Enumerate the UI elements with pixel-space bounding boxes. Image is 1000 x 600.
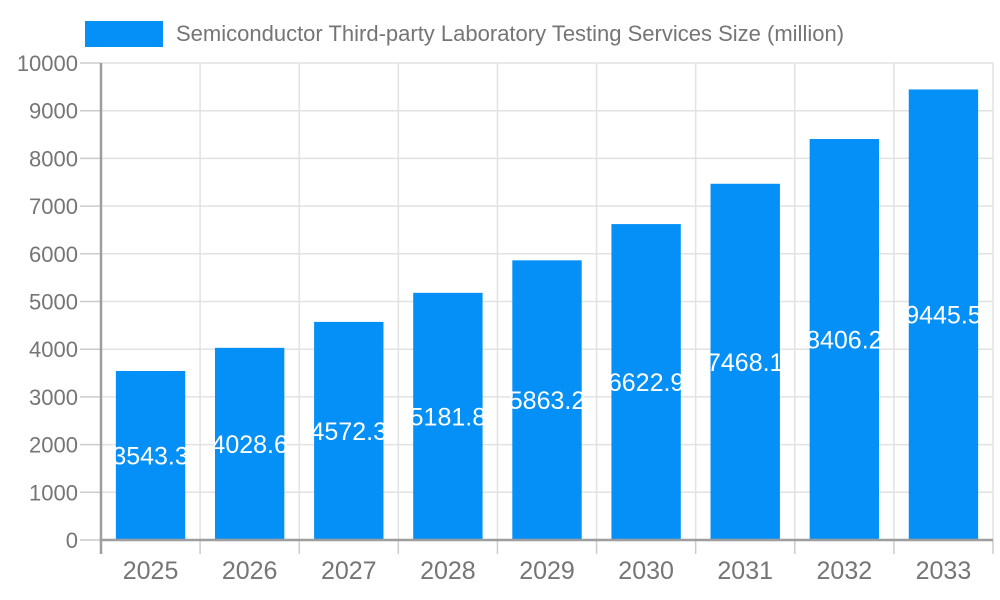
bar-2030[interactable] [611,224,681,540]
x-axis-tick-label: 2026 [222,557,278,585]
y-axis-tick-label: 1000 [29,480,78,505]
bar-2031[interactable] [710,183,780,540]
x-axis-tick-label: 2028 [420,557,476,585]
bar-2025[interactable] [115,370,186,540]
x-axis-tick-label: 2025 [123,557,179,585]
x-axis-tick-label: 2031 [717,557,773,585]
x-axis-tick-label: 2032 [817,557,873,585]
y-axis-tick-label: 7000 [29,194,78,219]
bar-2026[interactable] [214,347,285,540]
bar-value-label: 4572.3 [311,418,387,446]
bar-value-label: 5181.8 [410,403,486,431]
y-axis-tick-label: 3000 [29,385,78,410]
bar-value-label: 4028.6 [211,431,287,459]
bar-2032[interactable] [809,139,880,540]
bar-value-label: 9445.5 [905,302,981,330]
bar-2028[interactable] [413,292,483,540]
x-axis-tick-label: 2030 [618,557,674,585]
chart-title[interactable]: Semiconductor Third-party Laboratory Tes… [176,21,845,46]
bar-value-label: 7468.1 [707,349,783,377]
x-axis-tick-label: 2027 [321,557,377,585]
bar-2027[interactable] [314,321,384,540]
y-axis-tick-label: 4000 [29,337,78,362]
bar-value-label: 3543.3 [112,442,188,470]
x-axis-tick-label: 2033 [916,557,972,585]
y-axis-tick-label: 8000 [29,146,78,171]
bar-value-label: 5863.2 [509,387,585,415]
y-axis-tick-label: 5000 [29,290,78,315]
legend-item[interactable]: Semiconductor Third-party Laboratory Tes… [85,21,844,47]
bar-value-label: 8406.2 [806,327,882,355]
y-axis-tick-label: 9000 [29,99,78,124]
y-axis-tick-label: 0 [66,528,78,553]
y-axis-tick-label: 6000 [29,242,78,267]
y-axis-tick-label: 2000 [29,433,78,458]
bar-2033[interactable] [908,89,979,541]
x-axis-tick-label: 2029 [519,557,575,585]
y-axis-tick-label: 10000 [17,51,78,76]
legend-swatch[interactable] [85,21,163,47]
bar-2029[interactable] [512,260,582,540]
bar-value-label: 6622.9 [608,369,684,397]
